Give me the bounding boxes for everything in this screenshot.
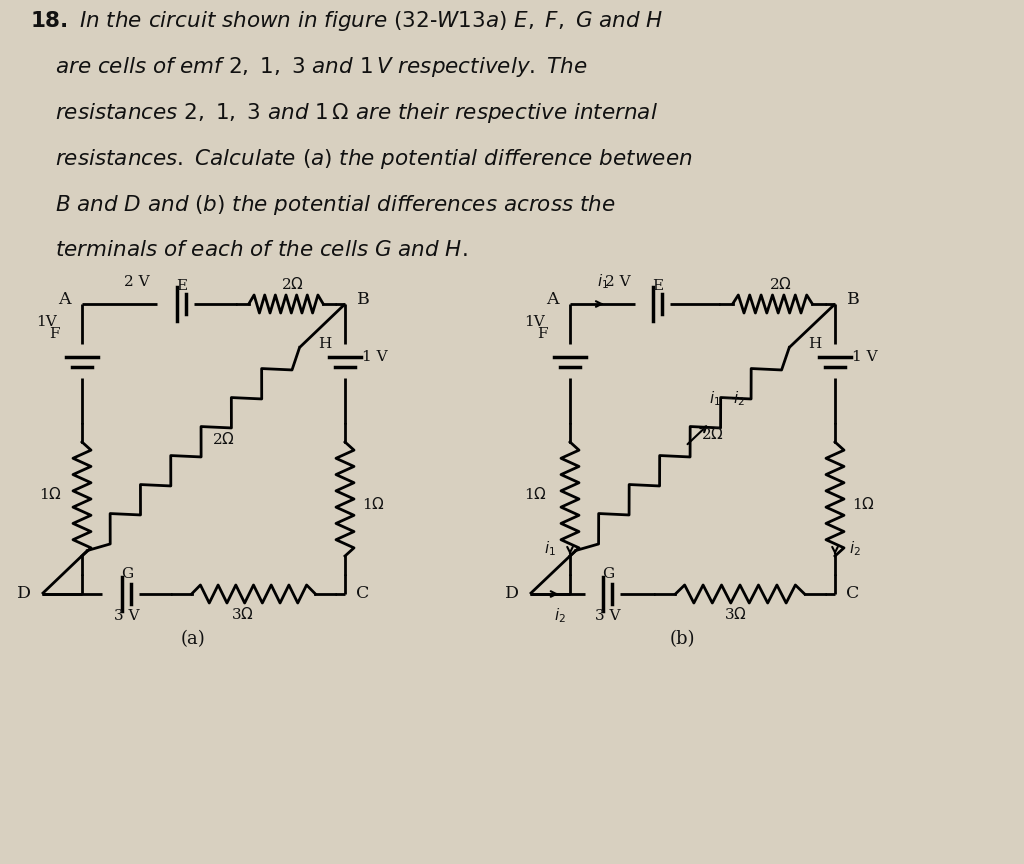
Text: $i_2$: $i_2$ bbox=[554, 607, 566, 626]
Text: 2$\Omega$: 2$\Omega$ bbox=[212, 431, 234, 447]
Text: 2$\Omega$: 2$\Omega$ bbox=[769, 276, 792, 292]
Text: 3 V: 3 V bbox=[595, 609, 621, 623]
Text: H: H bbox=[318, 337, 332, 351]
Text: 1V: 1V bbox=[524, 315, 546, 329]
Text: 1V: 1V bbox=[37, 315, 57, 329]
Text: A: A bbox=[57, 290, 71, 308]
Text: H: H bbox=[808, 337, 821, 351]
Text: $\mathit{are}$ $\mathit{cells}$ $\mathit{of}$ $\mathit{emf}$ $\mathit{2,}$ $\mat: $\mathit{are}$ $\mathit{cells}$ $\mathit… bbox=[55, 55, 588, 79]
Text: 1 V: 1 V bbox=[362, 350, 388, 364]
Text: $i_1$: $i_1$ bbox=[544, 540, 556, 558]
Text: 2 V: 2 V bbox=[605, 275, 631, 289]
Text: G: G bbox=[121, 567, 133, 581]
Text: D: D bbox=[505, 586, 519, 602]
Text: D: D bbox=[17, 586, 31, 602]
Text: $\mathit{resistances}$ $\mathit{2,}$ $\mathit{1,}$ $\mathit{3}$ $\mathit{and}$ $: $\mathit{resistances}$ $\mathit{2,}$ $\m… bbox=[55, 101, 658, 125]
Text: B: B bbox=[356, 290, 370, 308]
Text: C: C bbox=[356, 586, 370, 602]
Text: 2$\Omega$: 2$\Omega$ bbox=[701, 426, 724, 442]
Text: G: G bbox=[602, 567, 614, 581]
Text: A: A bbox=[546, 290, 558, 308]
Text: E: E bbox=[652, 279, 664, 293]
Text: F: F bbox=[537, 327, 547, 341]
Text: (b): (b) bbox=[670, 630, 695, 648]
Text: $i_2$: $i_2$ bbox=[849, 540, 861, 558]
Text: 1 V: 1 V bbox=[852, 350, 878, 364]
Text: C: C bbox=[846, 586, 860, 602]
Text: F: F bbox=[49, 327, 59, 341]
Text: 1$\Omega$: 1$\Omega$ bbox=[523, 486, 547, 502]
Text: 3$\Omega$: 3$\Omega$ bbox=[230, 606, 253, 622]
Text: E: E bbox=[176, 279, 187, 293]
Text: 1$\Omega$: 1$\Omega$ bbox=[39, 486, 61, 502]
Text: $\mathit{resistances.}$ $\mathit{Calculate}$ $\mathit{(a)}$ $\mathit{the}$ $\mat: $\mathit{resistances.}$ $\mathit{Calcula… bbox=[55, 147, 692, 171]
Text: 1$\Omega$: 1$\Omega$ bbox=[361, 496, 384, 512]
Text: 2 V: 2 V bbox=[124, 275, 150, 289]
Text: 3 V: 3 V bbox=[115, 609, 139, 623]
Text: (a): (a) bbox=[181, 630, 206, 648]
Text: $\mathit{terminals}$ $\mathit{of}$ $\mathit{each}$ $\mathit{of}$ $\mathit{the}$ : $\mathit{terminals}$ $\mathit{of}$ $\mat… bbox=[55, 239, 468, 261]
Text: B: B bbox=[847, 290, 859, 308]
Text: $i_1$: $i_1$ bbox=[597, 273, 609, 291]
Text: $i_1$$-$$i_2$: $i_1$$-$$i_2$ bbox=[710, 390, 745, 409]
Text: 1$\Omega$: 1$\Omega$ bbox=[852, 496, 874, 512]
Text: 3$\Omega$: 3$\Omega$ bbox=[724, 606, 746, 622]
Text: $\bf{18.}$ $\mathit{In}$ $\mathit{the}$ $\mathit{circuit}$ $\mathit{shown}$ $\ma: $\bf{18.}$ $\mathit{In}$ $\mathit{the}$ … bbox=[30, 9, 664, 33]
Text: $\mathit{B}$ $\mathit{and}$ $\mathit{D}$ $\mathit{and}$ $\mathit{(b)}$ $\mathit{: $\mathit{B}$ $\mathit{and}$ $\mathit{D}$… bbox=[55, 193, 615, 217]
Text: 2$\Omega$: 2$\Omega$ bbox=[281, 276, 303, 292]
